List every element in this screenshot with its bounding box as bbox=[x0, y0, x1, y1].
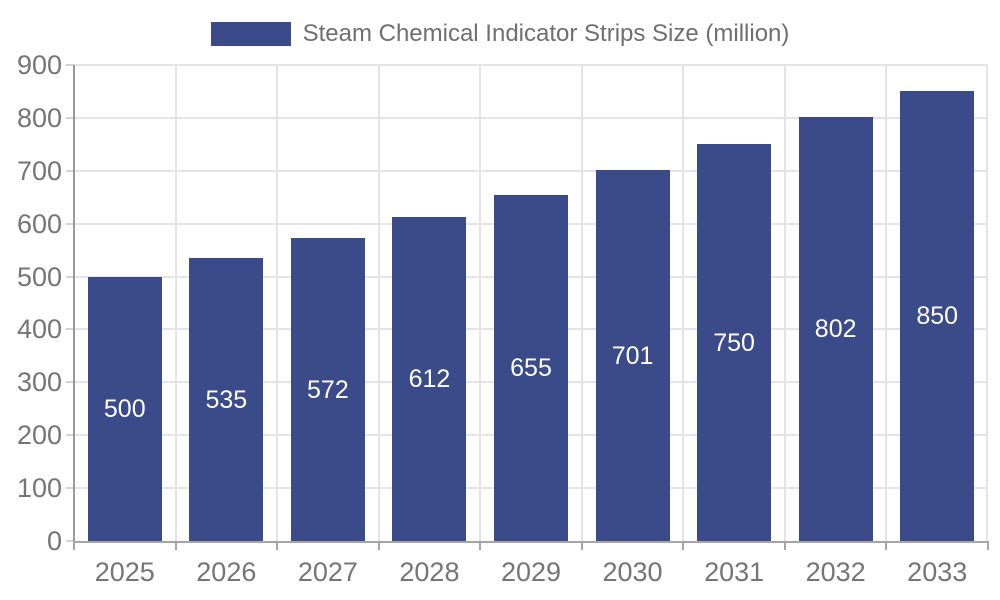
bar-value-label: 802 bbox=[814, 314, 857, 343]
gridline-vertical bbox=[174, 65, 177, 541]
y-tick-label: 400 bbox=[16, 314, 62, 345]
gridline-vertical bbox=[377, 65, 380, 541]
bar bbox=[494, 194, 568, 541]
bar bbox=[290, 238, 365, 541]
gridline-vertical bbox=[580, 65, 583, 541]
gridline-horizontal bbox=[74, 169, 988, 172]
x-tick-label: 2030 bbox=[602, 557, 663, 587]
y-axis-tick bbox=[66, 169, 74, 172]
x-axis-tick bbox=[174, 541, 177, 550]
x-tick-label: 2032 bbox=[805, 557, 866, 587]
bar bbox=[595, 170, 670, 541]
bar-value-label: 612 bbox=[408, 365, 451, 394]
bar-value-label: 750 bbox=[713, 328, 755, 357]
x-tick-label: 2029 bbox=[500, 557, 562, 587]
x-tick-label: 2028 bbox=[399, 557, 460, 587]
y-tick-label: 0 bbox=[46, 526, 62, 556]
y-tick-label: 100 bbox=[16, 473, 62, 504]
plot-right-border bbox=[986, 65, 988, 541]
gridline-vertical bbox=[885, 65, 888, 541]
y-axis-line bbox=[73, 65, 75, 543]
bar-value-label: 572 bbox=[307, 375, 349, 404]
x-axis-line bbox=[73, 541, 988, 543]
gridline-vertical bbox=[682, 65, 685, 541]
y-axis-tick bbox=[66, 540, 74, 542]
y-axis-tick bbox=[66, 328, 74, 331]
bar bbox=[798, 116, 873, 541]
y-axis-tick bbox=[66, 275, 74, 278]
x-tick-label: 2031 bbox=[704, 557, 765, 587]
bar-value-label: 500 bbox=[103, 394, 146, 423]
y-axis-tick bbox=[66, 381, 74, 384]
bar bbox=[392, 217, 467, 541]
y-axis-tick bbox=[66, 64, 74, 66]
x-axis-tick bbox=[73, 541, 75, 550]
y-tick-label: 700 bbox=[16, 155, 62, 186]
x-axis-tick bbox=[885, 541, 888, 550]
y-tick-label: 600 bbox=[16, 208, 62, 239]
gridline-vertical bbox=[783, 65, 786, 541]
gridline-horizontal bbox=[74, 116, 988, 119]
y-tick-label: 500 bbox=[16, 261, 62, 292]
legend-label: Steam Chemical Indicator Strips Size (mi… bbox=[302, 20, 790, 47]
x-tick-label: 2027 bbox=[297, 557, 358, 587]
bar bbox=[900, 91, 975, 541]
x-tick-label: 2025 bbox=[94, 557, 155, 587]
x-axis-tick bbox=[479, 541, 482, 550]
bar bbox=[87, 276, 162, 541]
y-axis-tick bbox=[66, 116, 74, 119]
x-axis-tick bbox=[987, 541, 989, 550]
bar-value-label: 655 bbox=[510, 353, 552, 382]
x-tick-label: 2026 bbox=[196, 557, 257, 587]
x-axis-tick bbox=[377, 541, 380, 550]
chart-legend: Steam Chemical Indicator Strips Size (mi… bbox=[0, 18, 1000, 50]
bar-value-label: 701 bbox=[611, 341, 654, 370]
y-axis-tick bbox=[66, 222, 74, 225]
bar bbox=[189, 258, 264, 541]
gridline-vertical bbox=[479, 65, 482, 541]
legend-swatch bbox=[210, 22, 291, 46]
x-axis-tick bbox=[682, 541, 685, 550]
gridline-vertical bbox=[276, 65, 279, 541]
bar bbox=[697, 144, 772, 541]
bar-value-label: 535 bbox=[205, 385, 248, 414]
y-tick-label: 800 bbox=[16, 102, 62, 133]
gridline-horizontal bbox=[74, 64, 988, 66]
x-axis-tick bbox=[783, 541, 786, 550]
x-tick-label: 2033 bbox=[907, 557, 968, 587]
y-tick-label: 200 bbox=[16, 420, 62, 451]
bar-value-label: 850 bbox=[916, 302, 959, 331]
y-tick-label: 900 bbox=[16, 50, 62, 80]
y-tick-label: 300 bbox=[16, 367, 62, 398]
y-axis-tick bbox=[66, 487, 74, 490]
y-axis-tick bbox=[66, 434, 74, 437]
x-axis-tick bbox=[276, 541, 279, 550]
x-axis-tick bbox=[580, 541, 583, 550]
